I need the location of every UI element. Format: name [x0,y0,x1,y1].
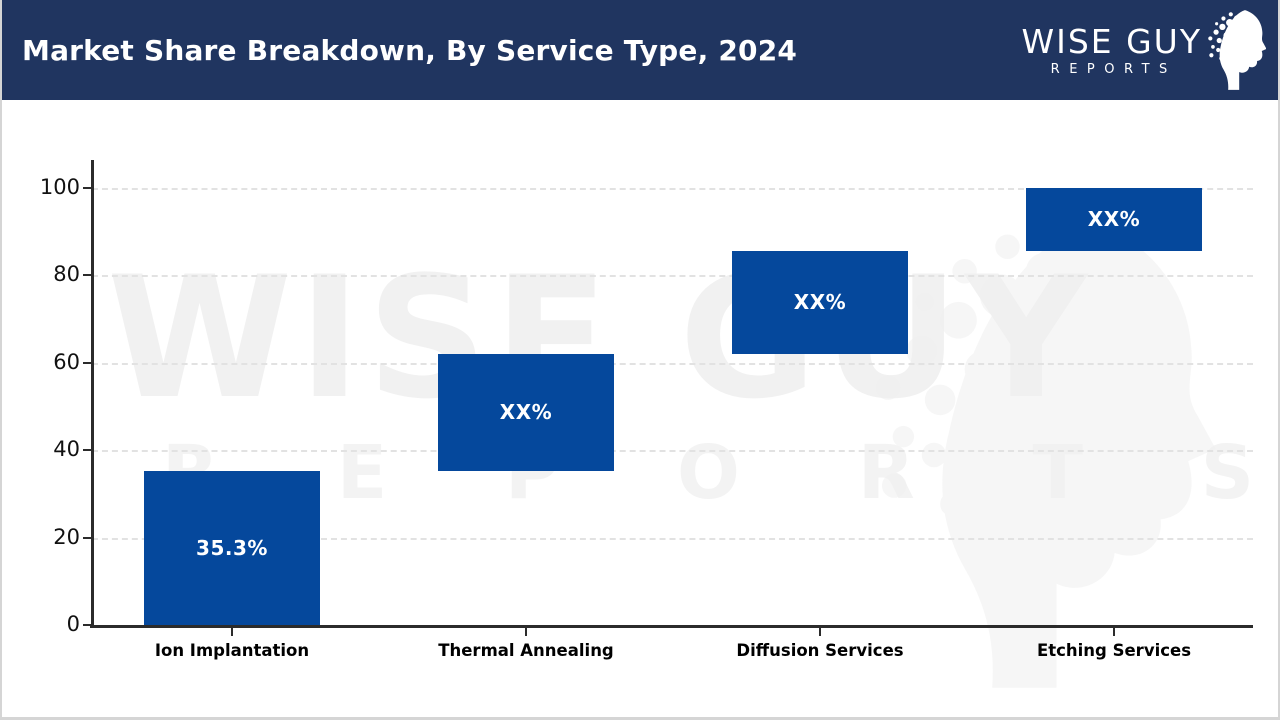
bar-value-label: XX% [1087,207,1141,232]
page-title: Market Share Breakdown, By Service Type,… [22,33,798,67]
bar-value-label: 35.3% [196,535,268,560]
y-tick-label: 60 [53,349,80,374]
x-tick-mark [819,628,821,636]
x-tick-label-4: Etching Services [1036,641,1192,660]
x-tick-label-3: Diffusion Services [736,641,904,660]
gridline-100 [92,187,1253,190]
wise-guy-reports-logo: WISE GUY REPORTS [1021,8,1268,92]
gridline-40 [92,450,1253,452]
x-tick-label-1: Ion Implantation [154,641,310,660]
y-tick-label: 80 [53,262,80,286]
x-tick-mark [525,628,527,636]
dotted-head-icon [1208,10,1266,90]
y-tick-mark [83,274,92,276]
gridline-60 [92,362,1253,365]
y-tick-mark [83,361,92,364]
logo-secondary-text: REPORTS [1050,61,1177,77]
x-tick-mark [1113,628,1115,636]
gridline-20 [92,537,1253,540]
y-tick-mark [83,536,92,539]
y-tick-label: 20 [53,524,80,549]
y-tick-mark [83,449,92,451]
logo-text: WISE GUY REPORTS [1021,25,1202,76]
bar-diffusion-services: XX% [732,250,908,354]
bar-thermal-annealing: XX% [438,353,614,471]
x-tick-label-2: Thermal Annealing [438,641,614,660]
x-axis-line [90,625,1253,628]
gridline-80 [92,275,1253,277]
logo-primary-text: WISE GUY [1021,21,1202,61]
bar-etching-services: XX% [1026,187,1202,251]
waterfall-chart: WISE GUY R E P O R T S 0 20 40 60 80 100 35.3%… [2,100,1278,717]
y-tick-label: 40 [53,437,80,461]
y-tick-label: 100 [39,174,80,199]
y-axis-line [91,160,94,627]
x-tick-mark [231,628,233,636]
bar-ion-implantation: 35.3% [144,470,320,625]
bar-value-label: XX% [793,290,847,315]
y-tick-mark [83,186,92,189]
watermark-head-icon [875,222,1216,688]
header-bar: Market Share Breakdown, By Service Type,… [2,0,1278,100]
y-tick-label: 0 [66,612,80,636]
bar-value-label: XX% [499,400,553,425]
y-tick-mark [83,624,92,626]
